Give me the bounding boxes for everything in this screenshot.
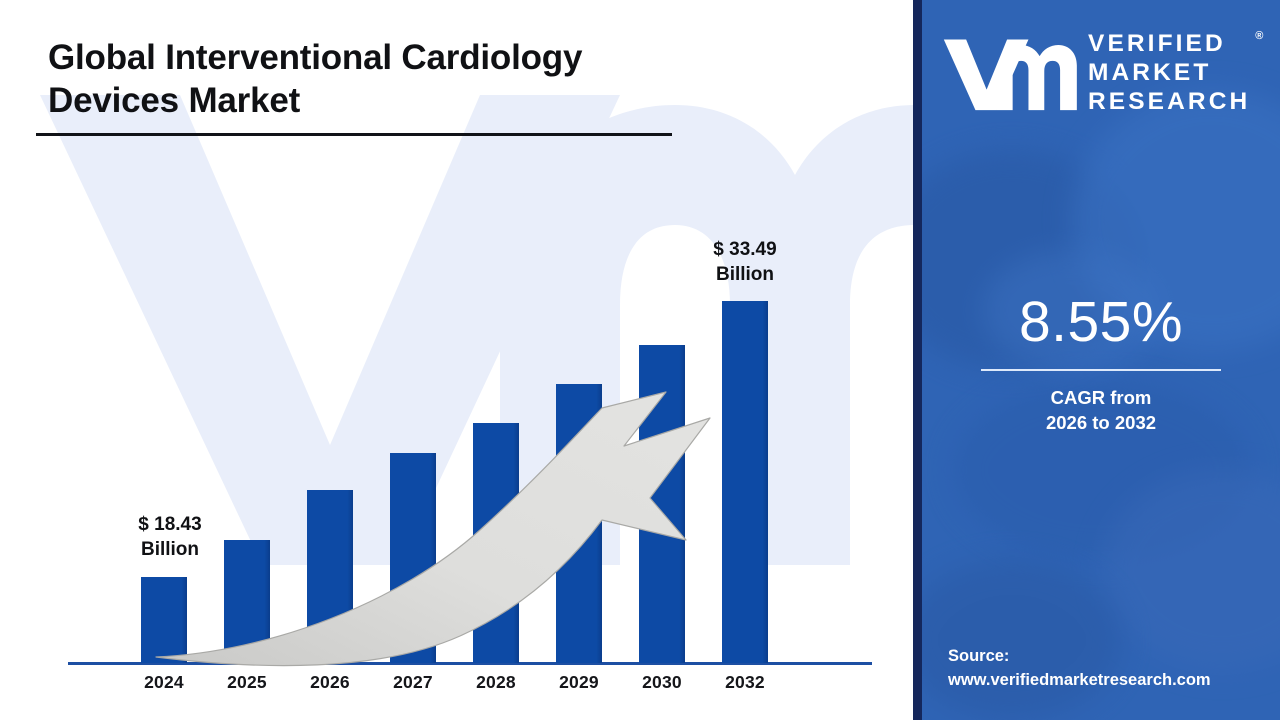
x-label-2028: 2028 (476, 672, 516, 692)
bar-fill (307, 490, 353, 663)
x-label-2024: 2024 (144, 672, 184, 692)
page-title: Global Interventional Cardiology Devices… (48, 36, 688, 122)
brand-line-1: VERIFIED (1088, 29, 1226, 57)
registered-trademark-icon: ® (1255, 29, 1264, 42)
cagr-caption: CAGR from 2026 to 2032 (922, 385, 1280, 435)
bar-2030 (639, 345, 685, 663)
value-label-unit: Billion (140, 539, 200, 560)
cagr-caption-line-1: CAGR from (1050, 387, 1152, 408)
cagr-value: 8.55% (1018, 290, 1184, 354)
brand-wordmark: VERIFIED MARKET RESEARCH ® (1088, 29, 1263, 116)
title-underline (36, 133, 672, 136)
x-label-2032: 2032 (725, 672, 765, 692)
bar-2032 (722, 301, 768, 663)
x-label-2027: 2027 (393, 672, 433, 692)
brand-panel: VERIFIED MARKET RESEARCH ® 8.55% CAGR fr… (922, 0, 1280, 720)
bar-fill (722, 301, 768, 663)
cagr-divider (981, 369, 1221, 371)
bar-2029 (556, 384, 602, 663)
vmr-monogram-icon (943, 39, 1077, 111)
value-label-unit: Billion (715, 264, 775, 285)
bar-fill (141, 577, 187, 663)
x-label-2025: 2025 (227, 672, 267, 692)
value-label-2024: $ 18.43 Billion (95, 512, 245, 562)
brand-line-3: RESEARCH (1088, 87, 1251, 115)
value-label-2032: $ 33.49 Billion (670, 237, 820, 287)
x-label-2029: 2029 (559, 672, 599, 692)
cagr-caption-line-2: 2026 to 2032 (1045, 412, 1157, 433)
source-block: Source: www.verifiedmarketresearch.com (948, 644, 1268, 692)
x-label-2026: 2026 (310, 672, 350, 692)
value-label-amount: $ 33.49 (713, 239, 777, 260)
bar-2024 (141, 577, 187, 663)
brand-line-2: MARKET (1088, 58, 1212, 86)
panel-divider (913, 0, 922, 720)
background-photo (922, 0, 1280, 720)
bar-fill (556, 384, 602, 663)
title-text: Global Interventional Cardiology Devices… (48, 38, 583, 120)
x-label-2030: 2030 (642, 672, 682, 692)
bar-fill (639, 345, 685, 663)
bar-2026 (307, 490, 353, 663)
bar-2028 (473, 423, 519, 663)
source-url[interactable]: www.verifiedmarketresearch.com (948, 671, 1211, 689)
bar-fill (390, 453, 436, 663)
chart-panel: Global Interventional Cardiology Devices… (36, 36, 913, 692)
source-label: Source: (948, 647, 1010, 665)
bar-2027 (390, 453, 436, 663)
bar-fill (473, 423, 519, 663)
bar-chart: $ 18.43 Billion $ 33.49 Billion 2024 202… (68, 237, 872, 692)
brand-logo: VERIFIED MARKET RESEARCH ® (938, 24, 1268, 120)
value-label-amount: $ 18.43 (138, 514, 202, 535)
cagr-block: 8.55% CAGR from 2026 to 2032 (922, 290, 1280, 435)
